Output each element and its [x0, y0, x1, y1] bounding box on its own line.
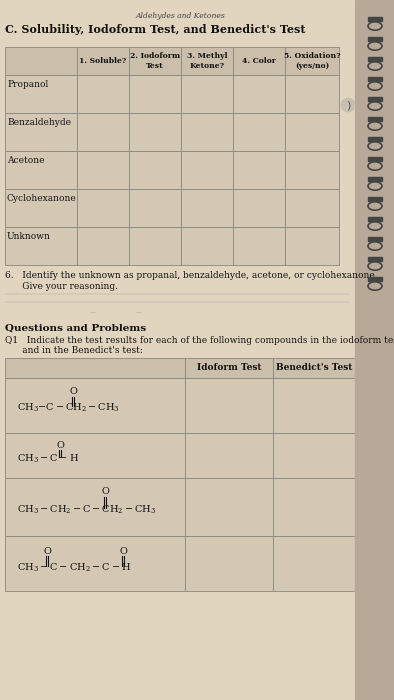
- Bar: [77, 189, 129, 227]
- Text: 1. Soluble?: 1. Soluble?: [79, 57, 127, 65]
- Bar: [233, 151, 285, 189]
- Text: Q1   Indicate the test results for each of the following compounds in the iodofo: Q1 Indicate the test results for each of…: [5, 336, 394, 345]
- Bar: [181, 189, 233, 227]
- Bar: [273, 478, 355, 536]
- Text: Aldehydes and Ketones: Aldehydes and Ketones: [135, 12, 225, 20]
- Bar: [273, 378, 355, 433]
- Bar: [185, 478, 273, 536]
- Bar: [181, 75, 233, 113]
- Bar: [285, 47, 339, 75]
- Circle shape: [341, 98, 355, 112]
- Text: $\mathregular{CH_3-C-CH_2-C-H}$: $\mathregular{CH_3-C-CH_2-C-H}$: [17, 561, 131, 574]
- Bar: [129, 151, 181, 189]
- Bar: [368, 277, 382, 281]
- Text: 4. Color: 4. Color: [242, 57, 276, 65]
- Bar: [5, 47, 77, 75]
- Bar: [77, 113, 129, 151]
- Text: 3. Methyl
Ketone?: 3. Methyl Ketone?: [187, 52, 227, 69]
- Bar: [368, 117, 382, 121]
- Bar: [233, 189, 285, 227]
- Bar: [5, 113, 77, 151]
- Bar: [5, 478, 185, 536]
- Bar: [368, 37, 382, 41]
- Bar: [185, 378, 273, 433]
- Bar: [181, 151, 233, 189]
- Bar: [5, 227, 77, 265]
- Bar: [368, 17, 382, 21]
- Bar: [368, 237, 382, 241]
- Bar: [5, 151, 77, 189]
- Bar: [368, 217, 382, 221]
- Bar: [233, 75, 285, 113]
- Bar: [77, 227, 129, 265]
- Text: $\mathregular{CH_3-C-H}$: $\mathregular{CH_3-C-H}$: [17, 453, 79, 466]
- Text: 6.   Identify the unknown as propanal, benzaldehyde, acetone, or cyclohexanone.: 6. Identify the unknown as propanal, ben…: [5, 271, 377, 280]
- Bar: [285, 113, 339, 151]
- Bar: [129, 113, 181, 151]
- Bar: [368, 97, 382, 101]
- Bar: [77, 47, 129, 75]
- Text: $\mathregular{CH_3-CH_2-C-CH_2-CH_3}$: $\mathregular{CH_3-CH_2-C-CH_2-CH_3}$: [17, 504, 156, 517]
- Text: C. Solubility, Iodoform Test, and Benedict's Test: C. Solubility, Iodoform Test, and Benedi…: [5, 24, 305, 35]
- Text: —                    —: — —: [30, 310, 167, 315]
- Bar: [273, 536, 355, 591]
- Bar: [185, 536, 273, 591]
- Bar: [368, 177, 382, 181]
- Bar: [368, 57, 382, 61]
- Bar: [273, 358, 355, 378]
- Text: ): ): [346, 100, 350, 110]
- Bar: [368, 257, 382, 261]
- Bar: [233, 227, 285, 265]
- Text: $\mathregular{CH_3}$$\mathregular{-C-CH_2-CH_3}$: $\mathregular{CH_3}$$\mathregular{-C-CH_…: [17, 402, 120, 414]
- Text: Propanol: Propanol: [7, 80, 48, 89]
- Bar: [5, 189, 77, 227]
- Bar: [129, 227, 181, 265]
- Text: O: O: [69, 388, 77, 396]
- Bar: [181, 113, 233, 151]
- Bar: [5, 433, 185, 478]
- Bar: [181, 47, 233, 75]
- Bar: [5, 378, 185, 433]
- Bar: [129, 189, 181, 227]
- Text: 5. Oxidation?
(yes/no): 5. Oxidation? (yes/no): [284, 52, 340, 69]
- Text: O: O: [43, 547, 51, 556]
- Bar: [233, 113, 285, 151]
- Text: Questions and Problems: Questions and Problems: [5, 324, 146, 333]
- Bar: [233, 47, 285, 75]
- Text: Unknown: Unknown: [7, 232, 51, 241]
- Bar: [5, 536, 185, 591]
- Text: and in the Benedict's test:: and in the Benedict's test:: [5, 346, 143, 355]
- Bar: [5, 358, 185, 378]
- Bar: [285, 151, 339, 189]
- Bar: [285, 75, 339, 113]
- Bar: [129, 75, 181, 113]
- Bar: [368, 197, 382, 201]
- Text: O: O: [119, 547, 127, 556]
- Bar: [181, 227, 233, 265]
- Text: Cyclohexanone: Cyclohexanone: [7, 194, 77, 203]
- Bar: [273, 433, 355, 478]
- Bar: [368, 77, 382, 81]
- Bar: [285, 227, 339, 265]
- Text: Acetone: Acetone: [7, 156, 45, 165]
- Text: O: O: [101, 487, 109, 496]
- Text: Give your reasoning.: Give your reasoning.: [5, 282, 118, 291]
- Text: 2. Iodoform
Test: 2. Iodoform Test: [130, 52, 180, 69]
- Bar: [77, 75, 129, 113]
- Bar: [368, 137, 382, 141]
- Text: Benzaldehyde: Benzaldehyde: [7, 118, 71, 127]
- Bar: [5, 75, 77, 113]
- Bar: [185, 358, 273, 378]
- Bar: [77, 151, 129, 189]
- Text: O: O: [56, 440, 64, 449]
- Bar: [185, 433, 273, 478]
- Bar: [129, 47, 181, 75]
- Text: Benedict's Test: Benedict's Test: [276, 363, 352, 372]
- Text: Idoform Test: Idoform Test: [197, 363, 261, 372]
- Bar: [355, 0, 394, 700]
- Bar: [285, 189, 339, 227]
- Bar: [368, 157, 382, 161]
